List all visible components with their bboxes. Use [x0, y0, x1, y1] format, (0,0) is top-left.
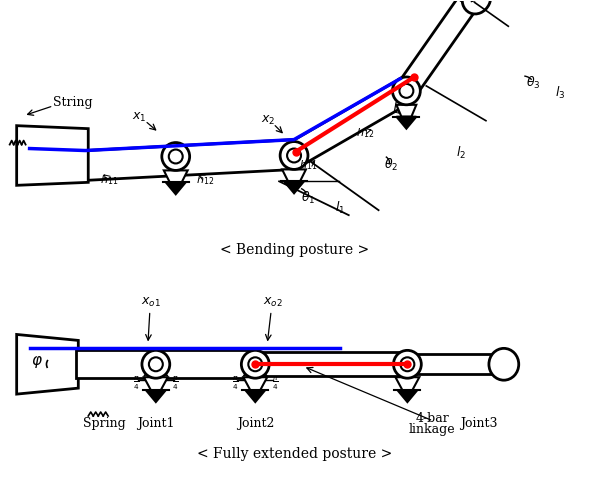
Polygon shape: [146, 390, 165, 402]
Circle shape: [280, 142, 308, 169]
Text: $x_1$: $x_1$: [132, 111, 146, 124]
Polygon shape: [86, 140, 295, 180]
Polygon shape: [288, 79, 413, 166]
Polygon shape: [165, 182, 185, 194]
Text: $x_2$: $x_2$: [261, 114, 275, 127]
Polygon shape: [397, 0, 475, 96]
Text: $\frac{\pi}{4}$: $\frac{\pi}{4}$: [133, 374, 140, 392]
Text: String: String: [53, 96, 93, 109]
Circle shape: [169, 150, 182, 164]
Text: $h_{12}$: $h_{12}$: [356, 126, 374, 140]
Polygon shape: [399, 354, 494, 374]
Polygon shape: [243, 377, 267, 390]
Polygon shape: [144, 377, 168, 390]
Text: $x_{o2}$: $x_{o2}$: [263, 296, 283, 309]
Text: $l_1$: $l_1$: [335, 200, 345, 216]
Text: $l$: $l$: [391, 101, 397, 116]
Text: Joint3: Joint3: [460, 418, 498, 431]
Polygon shape: [284, 181, 304, 193]
Circle shape: [287, 148, 301, 162]
Text: Spring: Spring: [83, 418, 126, 431]
Text: $\theta_1$: $\theta_1$: [301, 190, 315, 206]
Circle shape: [248, 357, 262, 371]
Polygon shape: [76, 350, 250, 378]
Circle shape: [393, 350, 422, 378]
Text: $\theta_2$: $\theta_2$: [384, 157, 399, 173]
Circle shape: [149, 357, 163, 371]
Text: Joint1: Joint1: [137, 418, 175, 431]
Polygon shape: [250, 352, 399, 376]
Polygon shape: [396, 117, 416, 129]
Text: linkage: linkage: [409, 423, 455, 436]
Text: $h_{12}$: $h_{12}$: [196, 173, 214, 187]
Ellipse shape: [462, 0, 491, 14]
Polygon shape: [396, 377, 419, 390]
Circle shape: [242, 350, 269, 378]
Circle shape: [393, 77, 420, 105]
Polygon shape: [17, 335, 79, 394]
Circle shape: [142, 350, 170, 378]
Polygon shape: [397, 390, 417, 402]
Polygon shape: [164, 170, 188, 182]
Text: 4-bar: 4-bar: [416, 412, 449, 425]
Text: $\frac{\pi}{4}$: $\frac{\pi}{4}$: [232, 374, 239, 392]
Text: $h_{11}$: $h_{11}$: [299, 158, 317, 172]
Circle shape: [162, 143, 190, 170]
Text: $\frac{\pi}{4}$: $\frac{\pi}{4}$: [172, 374, 179, 392]
Text: $\varphi$: $\varphi$: [31, 354, 42, 370]
Text: $l_3$: $l_3$: [555, 85, 566, 101]
Polygon shape: [245, 390, 265, 402]
Text: < Bending posture >: < Bending posture >: [220, 243, 370, 257]
Ellipse shape: [489, 348, 519, 380]
Text: $h_{11}$: $h_{11}$: [100, 173, 118, 187]
Circle shape: [399, 84, 413, 98]
Text: $x_{o1}$: $x_{o1}$: [141, 296, 161, 309]
Text: < Fully extended posture >: < Fully extended posture >: [198, 447, 393, 461]
Polygon shape: [17, 126, 88, 185]
Circle shape: [400, 357, 414, 371]
Polygon shape: [396, 105, 416, 117]
Polygon shape: [282, 169, 306, 181]
Text: $\theta_3$: $\theta_3$: [527, 75, 541, 91]
Text: $l_2$: $l_2$: [456, 144, 466, 160]
Text: Joint2: Joint2: [237, 418, 274, 431]
Text: $\frac{\pi}{4}$: $\frac{\pi}{4}$: [272, 374, 278, 392]
